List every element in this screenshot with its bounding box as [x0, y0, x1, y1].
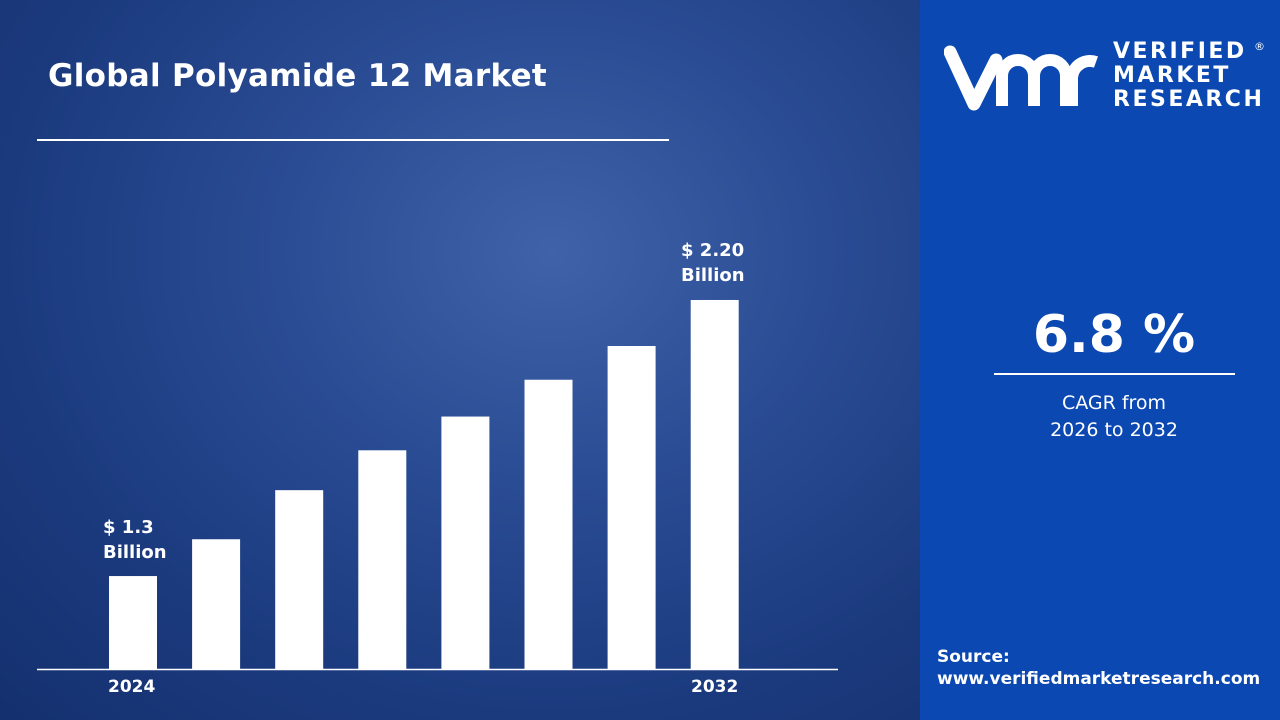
chart-title: Global Polyamide 12 Market — [48, 58, 548, 94]
first-bar-value: $ 1.3 — [103, 517, 154, 538]
cagr-caption-line-2: 2026 to 2032 — [1050, 419, 1178, 441]
source-url[interactable]: www.verifiedmarketresearch.com — [937, 669, 1261, 689]
bar-1 — [109, 576, 157, 669]
brand-line-2: MARKET — [1113, 63, 1231, 88]
bar-6 — [524, 379, 573, 669]
bar-2 — [192, 539, 241, 669]
bar-4 — [358, 450, 407, 669]
bar-chart — [0, 0, 920, 720]
first-bar-label: $ 1.3 Billion — [103, 515, 167, 565]
last-bar-value: $ 2.20 — [681, 240, 745, 261]
last-bar-unit: Billion — [681, 265, 745, 286]
bar-8 — [690, 299, 739, 669]
brand-name: VERIFIED MARKET RESEARCH — [1113, 40, 1264, 112]
x-tick-first: 2024 — [108, 677, 156, 697]
registered-mark: ® — [1254, 40, 1265, 53]
brand-line-1: VERIFIED — [1113, 39, 1247, 64]
cagr-value: 6.8 % — [1032, 305, 1196, 365]
cagr-caption-line-1: CAGR from — [1061, 392, 1167, 414]
cagr-divider — [994, 373, 1235, 375]
vmr-logo-icon — [944, 45, 1099, 111]
bar-7 — [607, 345, 656, 669]
x-tick-last: 2032 — [691, 677, 739, 697]
bar-5 — [441, 416, 490, 669]
last-bar-label: $ 2.20 Billion — [681, 238, 745, 288]
cagr-caption: CAGR from 2026 to 2032 — [994, 390, 1234, 444]
source-label: Source: — [937, 647, 1010, 667]
brand-line-3: RESEARCH — [1113, 87, 1265, 112]
first-bar-unit: Billion — [103, 542, 167, 563]
source: Source: www.verifiedmarketresearch.com — [937, 646, 1260, 690]
bar-3 — [275, 490, 324, 669]
info-panel — [920, 0, 1280, 720]
title-divider — [37, 139, 669, 141]
